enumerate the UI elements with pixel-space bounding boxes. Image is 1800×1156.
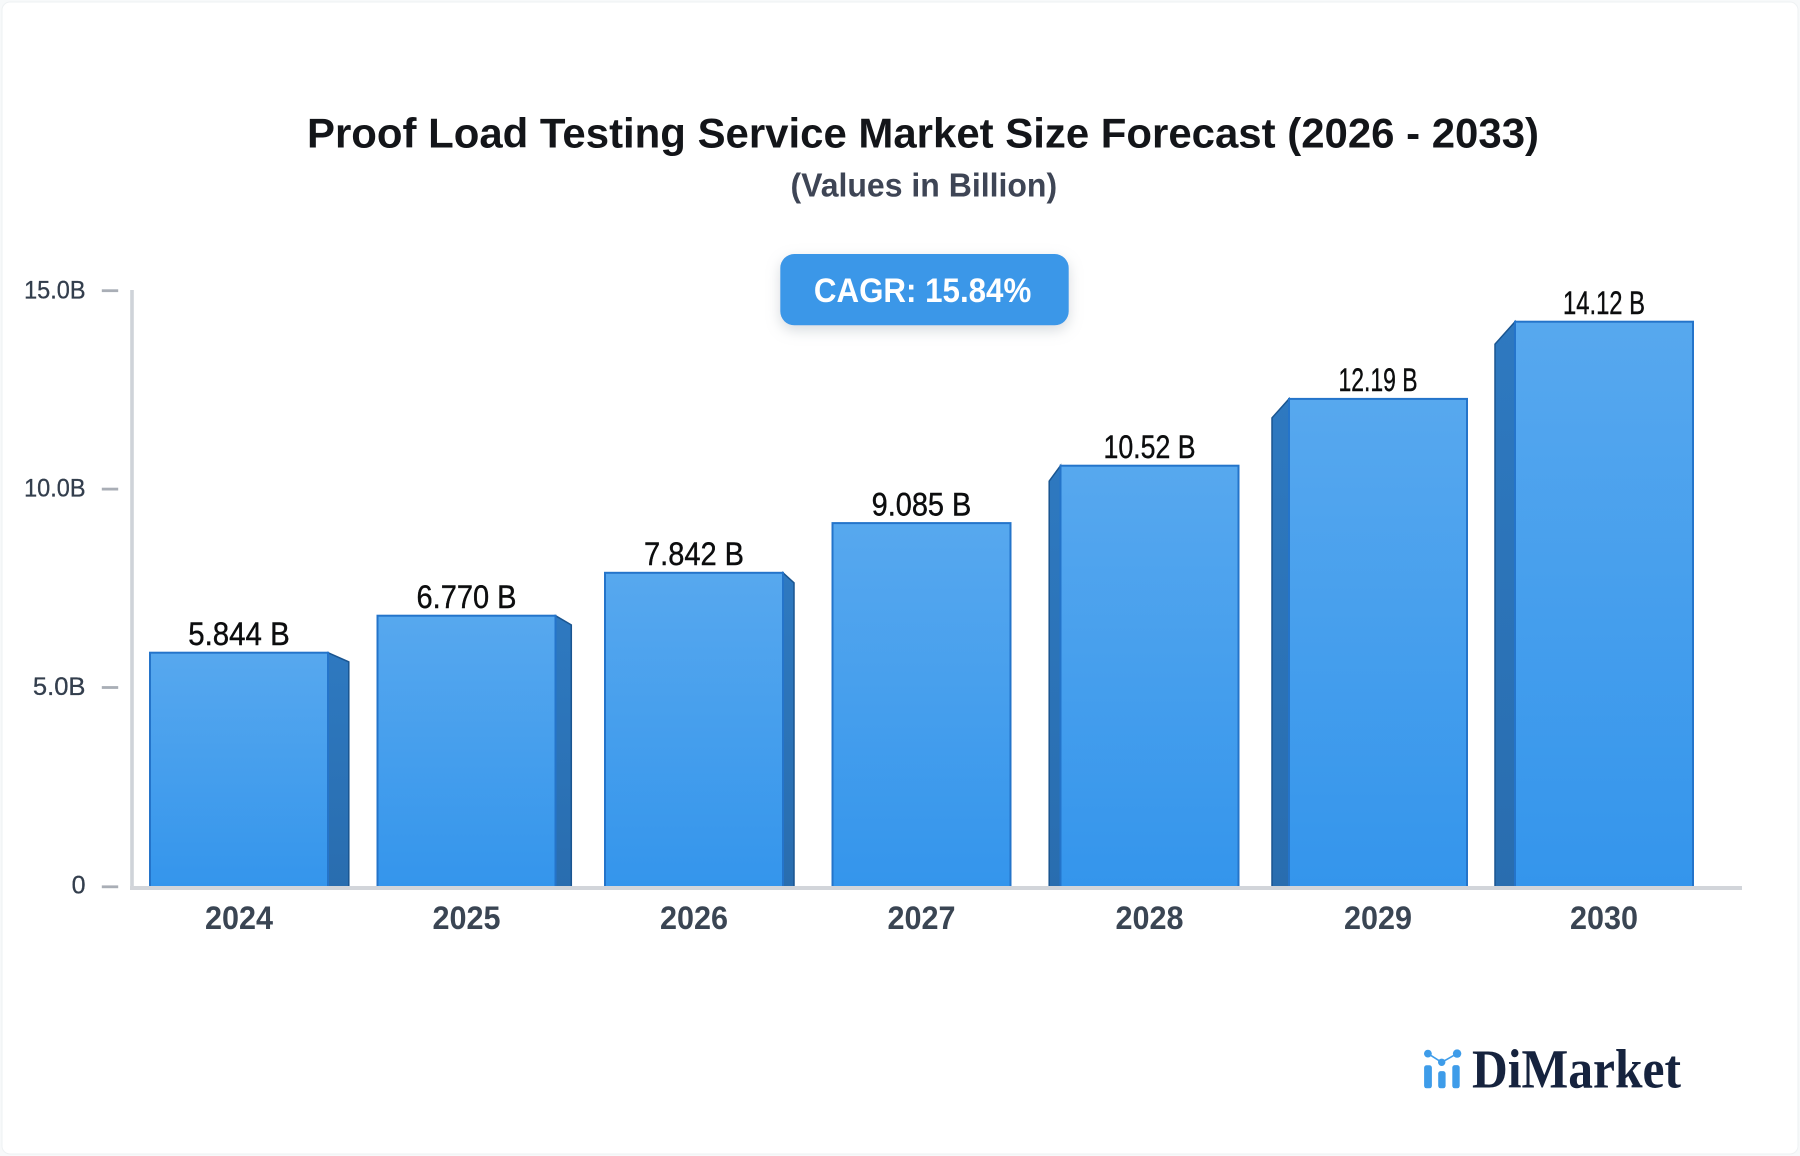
svg-text:6.770 B: 6.770 B (417, 579, 517, 615)
svg-text:2026: 2026 (660, 900, 728, 936)
svg-text:5.844 B: 5.844 B (188, 616, 290, 652)
svg-text:2024: 2024 (205, 900, 273, 936)
svg-text:10.52 B: 10.52 B (1104, 429, 1196, 465)
svg-text:DiMarket: DiMarket (1472, 1039, 1682, 1100)
svg-text:2029: 2029 (1344, 900, 1412, 936)
svg-text:14.12 B: 14.12 B (1563, 285, 1645, 321)
svg-text:5.0B: 5.0B (33, 673, 86, 701)
svg-text:2027: 2027 (888, 900, 956, 936)
svg-text:(Values in Billion): (Values in Billion) (791, 166, 1058, 203)
svg-text:2030: 2030 (1570, 900, 1638, 936)
svg-text:CAGR: 15.84%: CAGR: 15.84% (814, 272, 1031, 310)
svg-text:0: 0 (72, 872, 86, 900)
svg-text:9.085 B: 9.085 B (872, 486, 972, 522)
svg-text:7.842 B: 7.842 B (644, 536, 744, 572)
svg-text:2025: 2025 (433, 900, 501, 936)
svg-text:Proof Load Testing Service Mar: Proof Load Testing Service Market Size F… (307, 110, 1539, 157)
svg-text:12.19 B: 12.19 B (1339, 362, 1418, 398)
svg-text:2028: 2028 (1116, 900, 1184, 936)
svg-text:15.0B: 15.0B (24, 276, 85, 304)
svg-text:10.0B: 10.0B (24, 475, 85, 503)
